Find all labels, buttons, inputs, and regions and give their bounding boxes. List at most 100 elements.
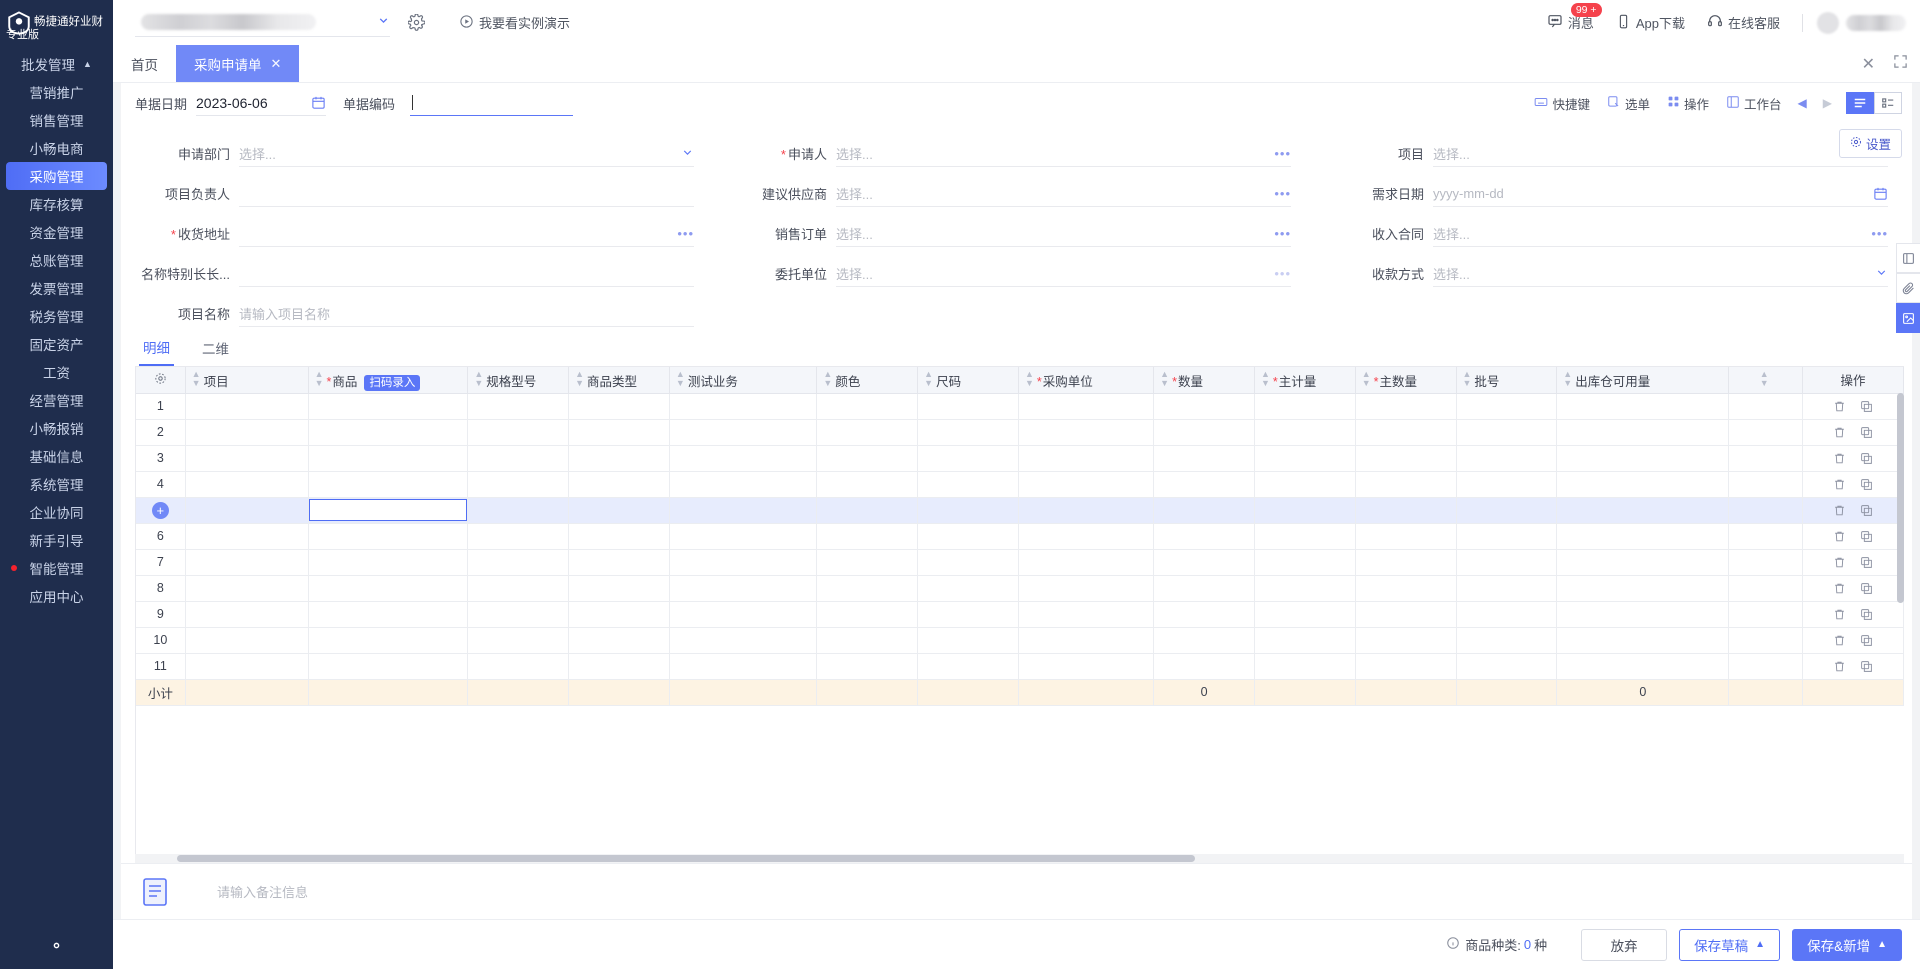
table-cell[interactable] xyxy=(1355,653,1457,680)
table-cell[interactable] xyxy=(1456,497,1558,524)
more-options-icon[interactable]: ••• xyxy=(1274,266,1291,281)
column-header-1[interactable]: ▲ ▼ *商品 扫码录入 xyxy=(308,367,469,394)
image-icon[interactable] xyxy=(1896,303,1920,333)
table-cell[interactable] xyxy=(816,653,919,680)
table-cell[interactable] xyxy=(1728,653,1804,680)
table-cell[interactable] xyxy=(308,523,469,550)
table-cell[interactable] xyxy=(467,471,570,498)
table-cell[interactable] xyxy=(1018,445,1155,472)
table-cell[interactable] xyxy=(467,575,570,602)
more-options-icon[interactable]: ••• xyxy=(1274,226,1291,241)
table-cell[interactable] xyxy=(1018,497,1155,524)
table-cell[interactable] xyxy=(1456,653,1558,680)
table-cell[interactable] xyxy=(816,549,919,576)
form-field-input[interactable]: 选择... xyxy=(1433,261,1888,287)
more-options-icon[interactable]: ••• xyxy=(1274,146,1291,161)
form-field-input[interactable] xyxy=(239,261,694,287)
form-field-input[interactable]: 选择...••• xyxy=(1433,141,1888,167)
table-cell[interactable] xyxy=(1254,549,1356,576)
sort-icon[interactable]: ▲ ▼ xyxy=(1024,368,1034,388)
sidebar-item-10[interactable]: 固定资产 xyxy=(6,330,107,358)
table-cell[interactable] xyxy=(816,575,919,602)
copy-icon[interactable] xyxy=(1853,633,1880,647)
scan-entry-badge[interactable]: 扫码录入 xyxy=(364,374,421,391)
table-cell[interactable] xyxy=(185,445,309,472)
table-cell[interactable] xyxy=(467,497,570,524)
column-header-4[interactable]: ▲ ▼ 测试业务 xyxy=(669,367,818,394)
table-cell[interactable] xyxy=(1153,393,1255,420)
vertical-scrollbar[interactable] xyxy=(1897,393,1904,845)
copy-icon[interactable] xyxy=(1853,529,1880,543)
more-options-icon[interactable]: ••• xyxy=(1274,186,1291,201)
list-view-icon[interactable] xyxy=(1846,92,1874,114)
table-settings-header[interactable] xyxy=(136,367,186,394)
sidebar-item-3[interactable]: 小畅电商 xyxy=(6,134,107,162)
trash-icon[interactable] xyxy=(1826,633,1853,647)
sort-icon[interactable]: ▲ ▼ xyxy=(575,368,585,388)
table-cell[interactable] xyxy=(1556,549,1730,576)
sidebar-item-16[interactable]: 企业协同 xyxy=(6,498,107,526)
column-header-10[interactable]: ▲ ▼ *主数量 xyxy=(1355,367,1457,394)
tab-2d[interactable]: 二维 xyxy=(198,334,233,365)
table-cell[interactable] xyxy=(1456,549,1558,576)
table-cell[interactable] xyxy=(917,653,1019,680)
table-row[interactable]: 9 xyxy=(136,601,1904,628)
org-selector[interactable] xyxy=(135,9,390,37)
sort-icon[interactable]: ▲ ▼ xyxy=(191,368,201,388)
doc-date-field[interactable]: 2023-06-06 xyxy=(196,90,327,116)
table-cell[interactable] xyxy=(1254,497,1356,524)
table-cell[interactable] xyxy=(1456,627,1558,654)
table-cell[interactable] xyxy=(669,575,818,602)
table-cell[interactable] xyxy=(568,393,670,420)
sidebar-item-19[interactable]: 应用中心 xyxy=(6,582,107,610)
column-header-11[interactable]: ▲ ▼ 批号 xyxy=(1456,367,1558,394)
scroll-thumb[interactable] xyxy=(1897,393,1904,603)
table-cell[interactable] xyxy=(917,549,1019,576)
table-cell[interactable] xyxy=(1556,471,1730,498)
form-field-input[interactable]: 选择...••• xyxy=(1433,221,1888,247)
table-cell[interactable] xyxy=(1456,601,1558,628)
operations-button[interactable]: 操作 xyxy=(1667,94,1709,113)
column-header-0[interactable]: ▲ ▼ 项目 xyxy=(185,367,309,394)
table-cell[interactable] xyxy=(467,419,570,446)
table-cell[interactable] xyxy=(1254,627,1356,654)
table-cell[interactable] xyxy=(816,419,919,446)
table-row[interactable]: 3 xyxy=(136,445,1904,472)
table-cell[interactable] xyxy=(568,549,670,576)
table-cell[interactable] xyxy=(1153,575,1255,602)
scroll-thumb[interactable] xyxy=(177,855,1195,862)
save-and-new-button[interactable]: 保存&新增 ▲ xyxy=(1792,928,1902,961)
table-cell[interactable] xyxy=(308,497,469,524)
column-header-8[interactable]: ▲ ▼ *数量 xyxy=(1153,367,1255,394)
table-cell[interactable] xyxy=(1355,549,1457,576)
table-cell[interactable] xyxy=(1355,419,1457,446)
table-cell[interactable] xyxy=(1556,601,1730,628)
sort-icon[interactable]: ▲ ▼ xyxy=(1361,368,1371,388)
table-row[interactable]: 8 xyxy=(136,575,1904,602)
copy-icon[interactable] xyxy=(1853,425,1880,439)
column-header-2[interactable]: ▲ ▼ 规格型号 xyxy=(467,367,570,394)
sort-icon[interactable]: ▲ ▼ xyxy=(1260,368,1270,388)
table-cell[interactable] xyxy=(1355,601,1457,628)
column-header-sorter[interactable]: ▲ ▼ xyxy=(1728,367,1804,394)
remarks-input[interactable]: 请输入备注信息 xyxy=(217,885,309,900)
form-field-input[interactable]: ••• xyxy=(239,221,694,247)
trash-icon[interactable] xyxy=(1826,477,1853,491)
table-cell[interactable] xyxy=(1153,497,1255,524)
sort-icon[interactable]: ▲ ▼ xyxy=(924,368,934,388)
table-cell[interactable] xyxy=(1254,445,1356,472)
table-cell[interactable] xyxy=(308,601,469,628)
table-cell[interactable] xyxy=(185,419,309,446)
table-cell[interactable] xyxy=(1018,653,1155,680)
table-cell[interactable] xyxy=(1456,523,1558,550)
tab-home[interactable]: 首页 xyxy=(113,45,176,82)
table-cell[interactable] xyxy=(1456,445,1558,472)
table-cell[interactable] xyxy=(568,601,670,628)
detail-table-scroll[interactable]: ▲ ▼ 项目 ▲ ▼ *商品 扫码录入 ▲ ▼ 规格型号 ▲ ▼ 商品类型 ▲ ▼ 测试业务 ▲ ▼ 颜色 ▲ ▼ 尺码 ▲… xyxy=(135,366,1904,854)
table-cell[interactable] xyxy=(1728,471,1804,498)
table-cell[interactable] xyxy=(1153,653,1255,680)
table-cell[interactable] xyxy=(467,601,570,628)
table-cell[interactable] xyxy=(1728,523,1804,550)
table-cell[interactable] xyxy=(568,575,670,602)
table-row[interactable]: 11 xyxy=(136,653,1904,680)
